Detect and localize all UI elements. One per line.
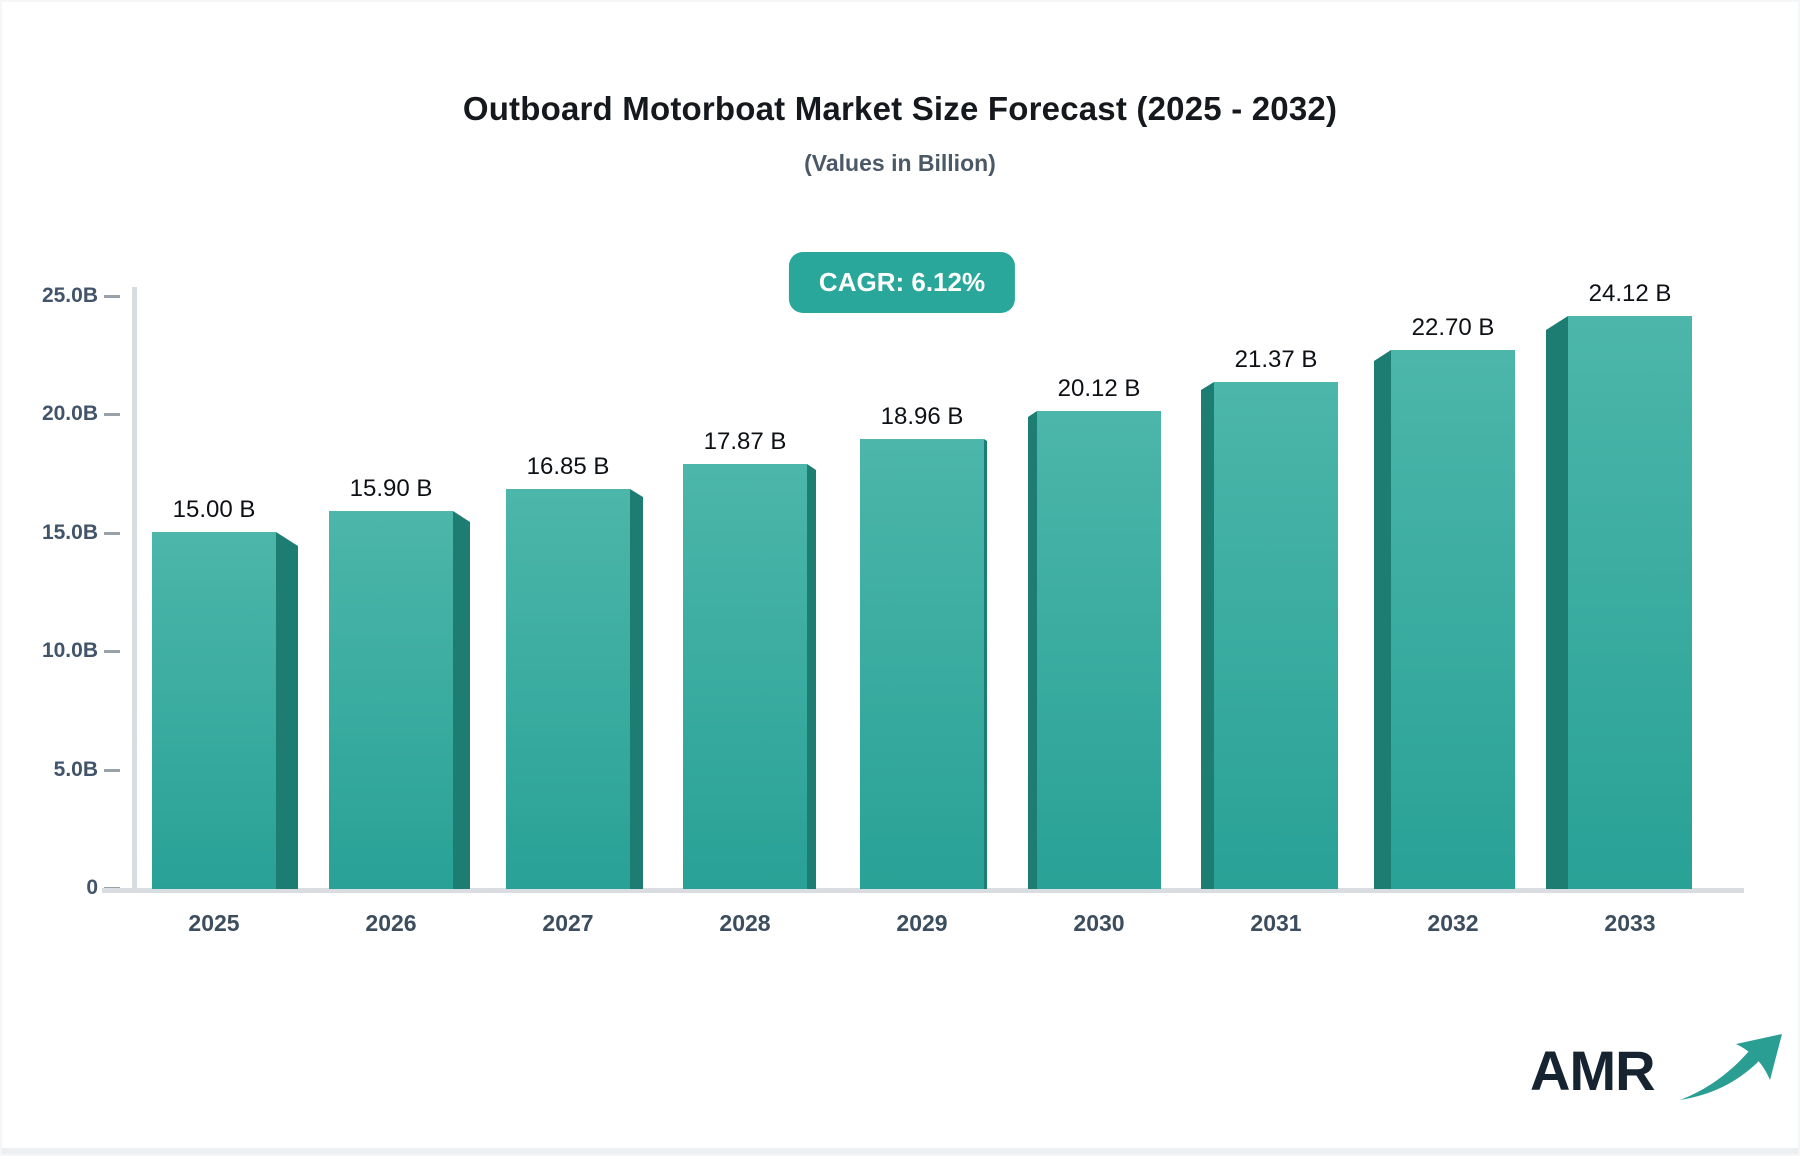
bar-value-label-2031: 21.37 B	[1234, 346, 1318, 373]
growth-arrow-icon	[1680, 1034, 1782, 1100]
page-subtitle: (Values in Billion)	[804, 150, 996, 176]
x-axis-label-2026: 2026	[365, 910, 417, 936]
page-bottom-border	[2, 1148, 1798, 1154]
bar-value-label-2028: 17.87 B	[703, 428, 787, 455]
x-axis-label-2025: 2025	[188, 910, 240, 936]
x-axis-label-2032: 2032	[1427, 910, 1479, 936]
amr-logo: AMR	[1530, 1030, 1782, 1120]
amr-logo-text: AMR	[1530, 1039, 1656, 1102]
bar-value-label-2030: 20.12 B	[1057, 375, 1141, 402]
y-tick-label-10.0B: 10.0B	[41, 639, 98, 662]
bar-value-label-2033: 24.12 B	[1588, 280, 1672, 307]
bar-2032[interactable]	[1391, 350, 1515, 889]
bar-value-label-2032: 22.70 B	[1411, 314, 1495, 341]
cagr-badge-label: CAGR: 6.12%	[818, 267, 986, 297]
bar-value-label-2026: 15.90 B	[349, 475, 433, 502]
y-tick-label-5.0B: 5.0B	[53, 758, 98, 781]
bar-value-label-2029: 18.96 B	[880, 403, 964, 430]
x-axis-label-2031: 2031	[1250, 910, 1302, 936]
bar-2026[interactable]	[329, 511, 453, 889]
bar-side-2029	[984, 439, 987, 889]
bar-value-label-2025: 15.00 B	[172, 496, 256, 523]
bar-value-label-2027: 16.85 B	[526, 453, 610, 480]
y-tick-mark	[104, 650, 120, 653]
bar-2028[interactable]	[683, 464, 807, 889]
y-axis-line	[132, 287, 137, 890]
bar-2029[interactable]	[860, 439, 984, 889]
y-tick-label-25.0B: 25.0B	[41, 284, 98, 307]
x-axis-label-2027: 2027	[542, 910, 594, 936]
y-tick-label-15.0B: 15.0B	[41, 521, 98, 544]
bar-side-2033	[1546, 316, 1568, 889]
bar-side-2030	[1028, 411, 1037, 889]
y-tick-mark	[104, 413, 120, 416]
bar-side-2031	[1201, 382, 1214, 889]
cagr-badge: CAGR: 6.12%	[788, 252, 1016, 313]
bar-2031[interactable]	[1214, 382, 1338, 889]
bar-2025[interactable]	[152, 532, 276, 889]
bar-side-2032	[1374, 350, 1391, 889]
bar-2033[interactable]	[1568, 316, 1692, 889]
bar-2030[interactable]	[1037, 411, 1161, 889]
bar-side-2025	[276, 532, 298, 889]
bar-side-2027	[630, 489, 643, 889]
y-tick-label-0: 0	[86, 876, 98, 899]
x-axis-label-2030: 2030	[1073, 910, 1125, 936]
x-axis-label-2029: 2029	[896, 910, 948, 936]
x-axis-line	[102, 888, 1744, 893]
y-tick-mark	[104, 769, 120, 772]
y-tick-label-20.0B: 20.0B	[41, 402, 98, 425]
x-axis-label-2028: 2028	[719, 910, 771, 936]
x-axis-label-2033: 2033	[1604, 910, 1656, 936]
bar-side-2028	[807, 464, 816, 889]
page-title: Outboard Motorboat Market Size Forecast …	[462, 90, 1338, 127]
y-tick-mark	[104, 532, 120, 535]
bar-2027[interactable]	[506, 489, 630, 889]
y-tick-mark	[104, 295, 120, 298]
bar-side-2026	[453, 511, 470, 889]
